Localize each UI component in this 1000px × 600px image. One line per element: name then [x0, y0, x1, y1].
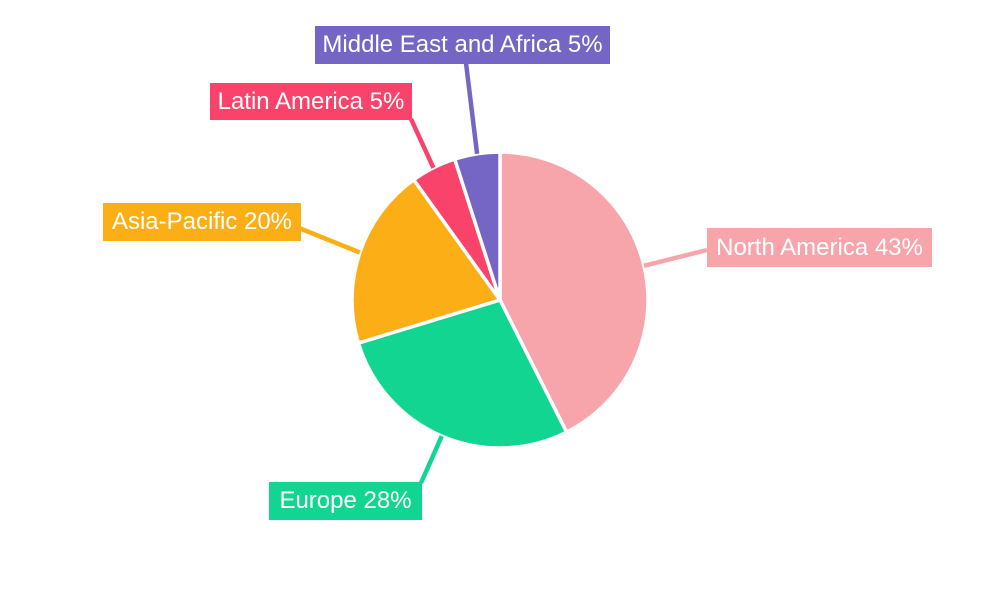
label-asia-pacific: Asia-Pacific 20%	[103, 203, 301, 241]
pie-slice-north-america[interactable]	[498, 150, 650, 434]
leader-line-middle-east-and-africa	[463, 62, 480, 155]
label-middle-east-and-africa: Middle East and Africa 5%	[315, 26, 610, 64]
label-north-america: North America 43%	[707, 228, 932, 267]
label-latin-america: Latin America 5%	[210, 83, 412, 120]
label-europe: Europe 28%	[269, 482, 422, 520]
pie-slice-asia-pacific[interactable]	[350, 177, 502, 345]
leader-line-latin-america	[408, 118, 436, 169]
pie-slice-middle-east-and-africa[interactable]	[452, 150, 502, 302]
leader-line-asia-pacific	[298, 225, 361, 255]
leader-line-europe	[418, 435, 444, 484]
leader-line-north-america	[643, 247, 708, 268]
